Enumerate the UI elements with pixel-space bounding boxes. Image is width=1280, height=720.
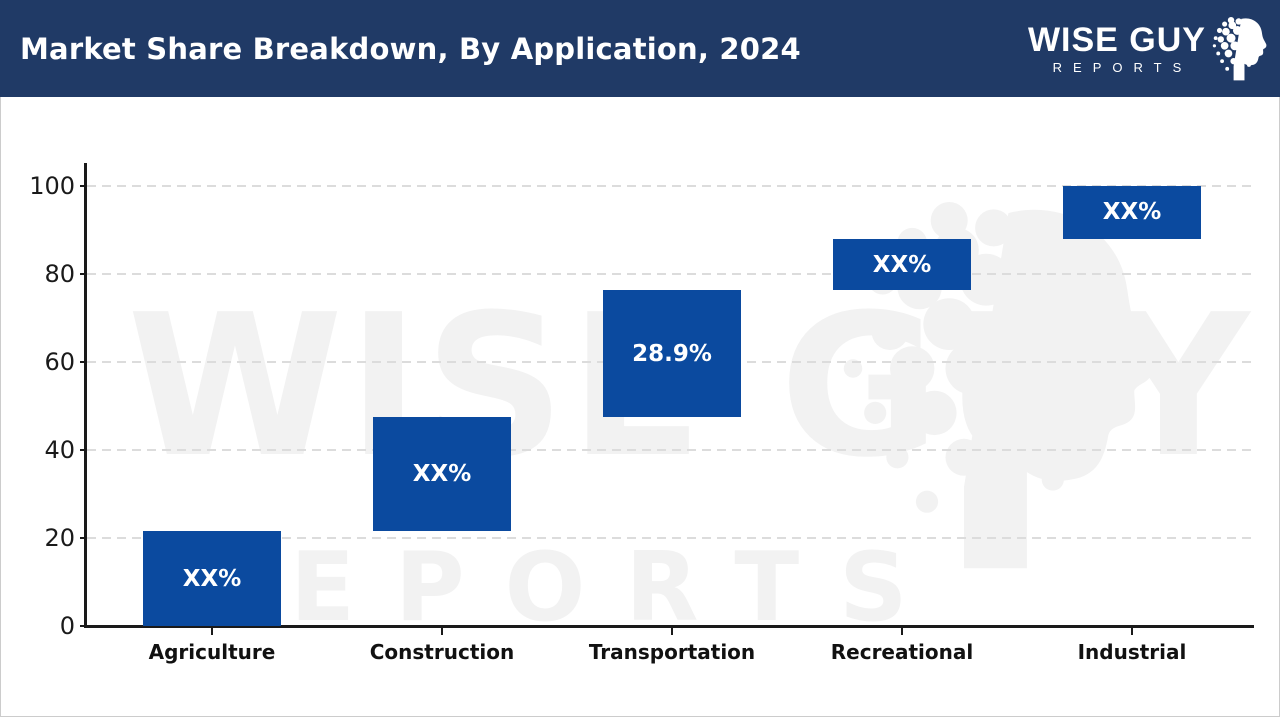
y-tick-mark-60 (80, 361, 87, 363)
y-tick-label-40: 40 (44, 436, 75, 464)
wiseguy-logo-text: WISE GUY REPORTS (1028, 23, 1206, 74)
x-tick-mark-transportation (671, 628, 673, 635)
bar-transportation: 28.9% (603, 290, 741, 418)
chart-canvas: WISE GUY REPORTS 020406080100XX%Agricult… (0, 97, 1280, 717)
x-tick-label-transportation: Transportation (588, 640, 756, 664)
y-tick-label-0: 0 (59, 612, 75, 640)
bar-construction: XX% (373, 417, 511, 532)
bar-value-label-construction: XX% (412, 461, 472, 488)
x-tick-label-construction: Construction (369, 640, 515, 664)
wiseguy-logo: WISE GUY REPORTS (1028, 9, 1280, 89)
wiseguy-face-icon (1212, 16, 1267, 80)
x-tick-mark-agriculture (211, 628, 213, 635)
gridline-y-80 (87, 273, 1254, 275)
bar-value-label-transportation: 28.9% (632, 340, 712, 367)
x-tick-mark-recreational (901, 628, 903, 635)
logo-wordmark: WISE GUY (1027, 21, 1206, 59)
bar-industrial: XX% (1063, 186, 1201, 239)
x-tick-mark-construction (441, 628, 443, 635)
bar-value-label-industrial: XX% (1102, 199, 1162, 226)
y-tick-label-100: 100 (29, 172, 75, 200)
gridline-y-100 (87, 185, 1254, 187)
y-tick-label-20: 20 (44, 524, 75, 552)
y-tick-mark-40 (80, 449, 87, 451)
y-tick-label-60: 60 (44, 348, 75, 376)
page-title: Market Share Breakdown, By Application, … (20, 31, 801, 66)
y-tick-mark-80 (80, 273, 87, 275)
x-tick-label-industrial: Industrial (1077, 640, 1187, 664)
gridline-y-20 (87, 537, 1254, 539)
watermark-subtitle: REPORTS (177, 533, 948, 643)
logo-subtitle: REPORTS (1052, 60, 1193, 75)
bar-value-label-agriculture: XX% (182, 565, 242, 592)
y-tick-label-80: 80 (44, 260, 75, 288)
y-tick-mark-0 (80, 625, 87, 627)
bar-value-label-recreational: XX% (872, 251, 932, 278)
x-axis-spine (84, 625, 1254, 628)
y-tick-mark-20 (80, 537, 87, 539)
x-tick-label-recreational: Recreational (830, 640, 974, 664)
header-bar: Market Share Breakdown, By Application, … (0, 0, 1280, 97)
gridline-y-40 (87, 449, 1254, 451)
x-tick-mark-industrial (1131, 628, 1133, 635)
bar-agriculture: XX% (143, 531, 281, 626)
y-axis-spine (84, 163, 87, 628)
y-tick-mark-100 (80, 185, 87, 187)
bar-recreational: XX% (833, 238, 971, 291)
x-tick-label-agriculture: Agriculture (148, 640, 276, 664)
